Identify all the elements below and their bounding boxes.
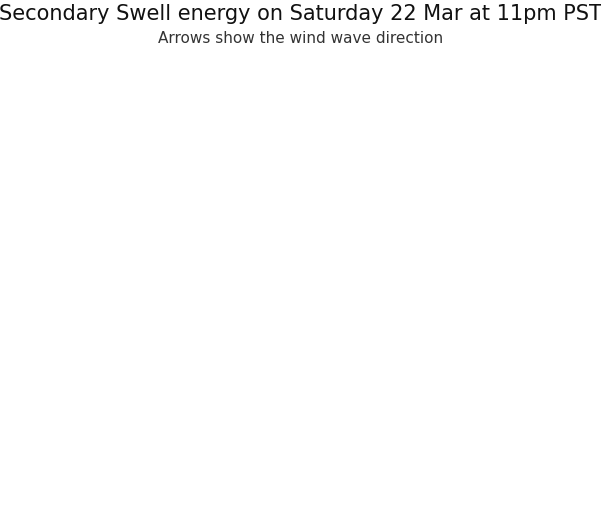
Text: Secondary Swell energy on Saturday 22 Mar at 11pm PST: Secondary Swell energy on Saturday 22 Ma… xyxy=(0,4,601,24)
Text: Arrows show the wind wave direction: Arrows show the wind wave direction xyxy=(158,30,443,46)
Text: Map not available
(cartopy required): Map not available (cartopy required) xyxy=(212,261,389,301)
